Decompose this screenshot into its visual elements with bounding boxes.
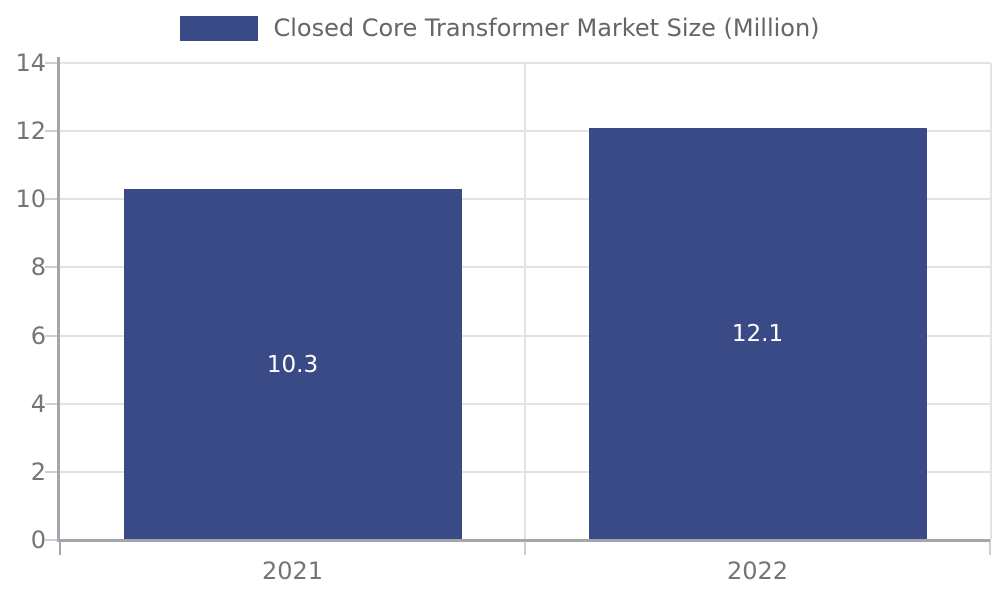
y-tick-mark [45,334,60,337]
legend-swatch [180,15,259,41]
y-tick-label: 12 [15,117,46,146]
bar: 10.3 [123,189,462,540]
y-tick-label: 10 [15,185,46,214]
y-tick-label: 0 [30,526,46,554]
plot-area: 10.3 12.1 [60,62,992,540]
x-tick-mark [59,540,61,555]
bar-value-label: 12.1 [731,320,784,347]
x-axis-line [57,539,990,542]
y-tick-mark [45,130,60,133]
y-tick-mark [45,266,60,269]
legend-label: Closed Core Transformer Market Size (Mil… [273,14,820,42]
y-tick-mark [45,470,60,473]
y-tick-label: 14 [15,49,46,77]
y-axis-line [57,57,60,540]
y-tick-mark [45,539,60,541]
y-tick-mark [45,198,60,201]
y-tick-label: 2 [30,457,46,486]
bar: 12.1 [588,127,927,540]
legend: Closed Core Transformer Market Size (Mil… [0,14,1000,43]
x-tick-label: 2021 [261,557,324,585]
x-tick-mark [989,540,991,555]
y-tick-label: 6 [30,321,46,350]
x-tick-mark [524,540,526,555]
y-tick-label: 8 [30,253,46,282]
x-tick-label: 2022 [726,557,789,585]
y-tick-mark [45,62,60,64]
bar-value-label: 10.3 [266,351,319,378]
y-tick-label: 4 [30,389,46,418]
y-tick-mark [45,402,60,405]
column-separator-gridline [524,63,526,540]
